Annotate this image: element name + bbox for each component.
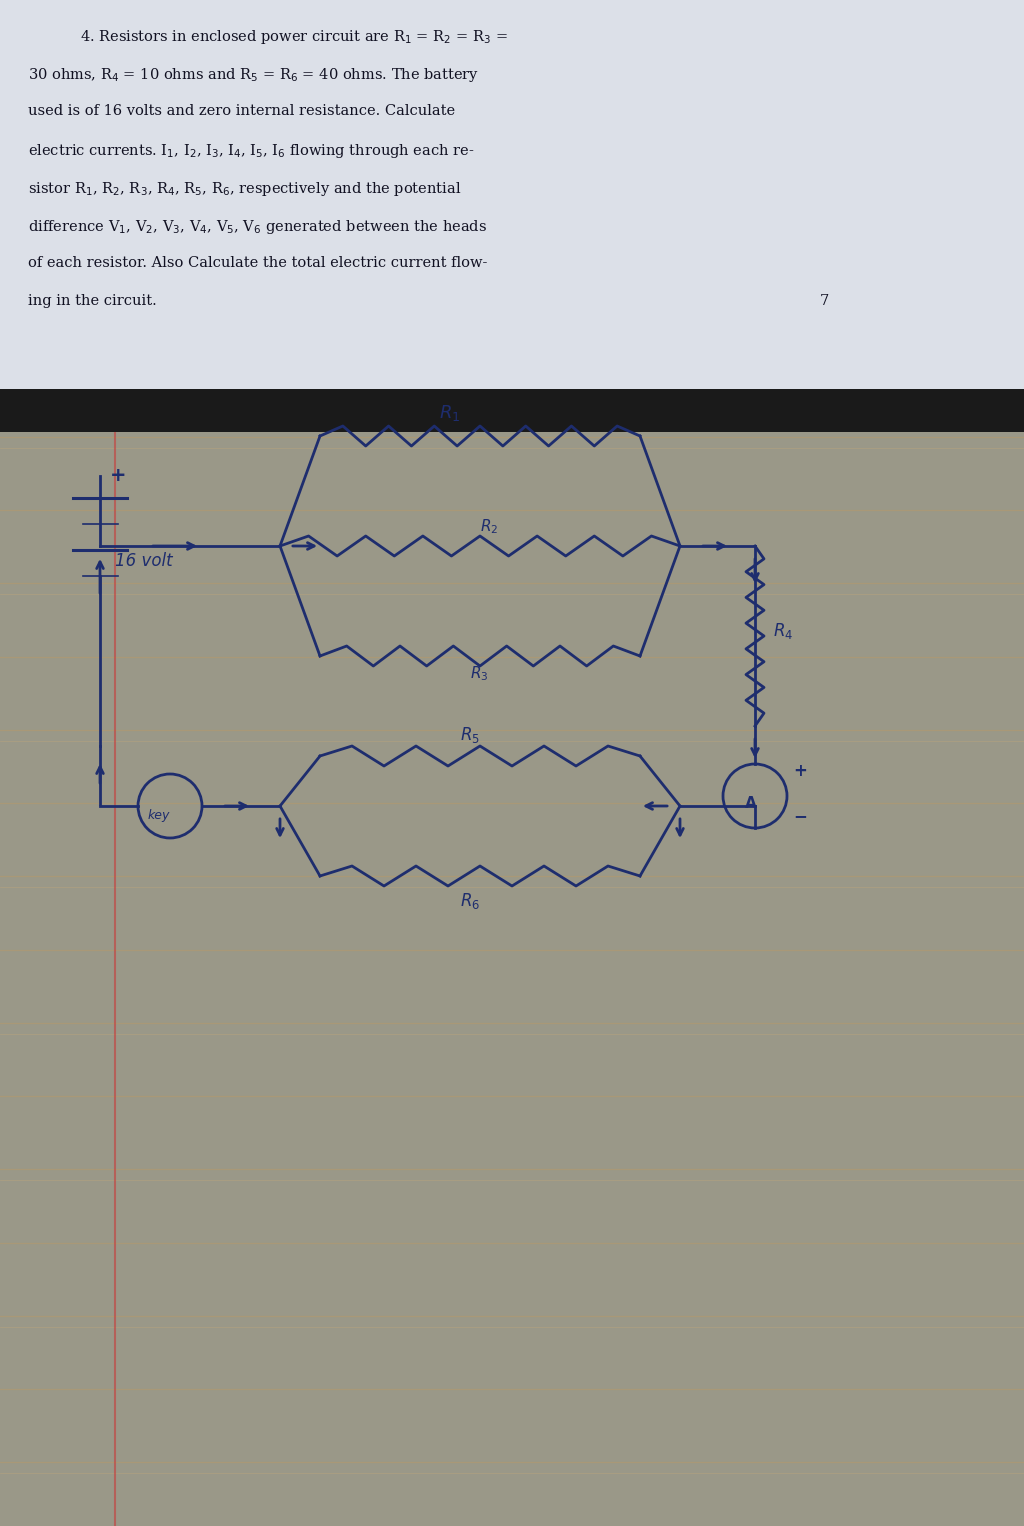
Text: R$_5$: R$_5$ — [460, 725, 480, 745]
Text: key: key — [148, 809, 170, 823]
Text: 7: 7 — [820, 295, 829, 308]
Text: +: + — [793, 761, 807, 780]
Text: of each resistor. Also Calculate the total electric current flow-: of each resistor. Also Calculate the tot… — [28, 256, 487, 270]
Text: sistor R$_1$, R$_2$, R$_3$, R$_4$, R$_5$, R$_6$, respectively and the potential: sistor R$_1$, R$_2$, R$_3$, R$_4$, R$_5$… — [28, 180, 462, 198]
Text: +: + — [110, 465, 127, 485]
Text: ing in the circuit.: ing in the circuit. — [28, 295, 157, 308]
Text: 16 volt: 16 volt — [115, 552, 173, 571]
Text: used is of 16 volts and zero internal resistance. Calculate: used is of 16 volts and zero internal re… — [28, 104, 455, 118]
Text: R$_1$: R$_1$ — [439, 403, 461, 423]
Text: R$_3$: R$_3$ — [470, 664, 488, 682]
Text: R$_2$: R$_2$ — [480, 517, 499, 536]
FancyBboxPatch shape — [0, 0, 1024, 389]
Text: electric currents. I$_1$, I$_2$, I$_3$, I$_4$, I$_5$, I$_6$ flowing through each: electric currents. I$_1$, I$_2$, I$_3$, … — [28, 142, 474, 160]
Text: 30 ohms, R$_4$ = 10 ohms and R$_5$ = R$_6$ = 40 ohms. The battery: 30 ohms, R$_4$ = 10 ohms and R$_5$ = R$_… — [28, 66, 479, 84]
Text: −: − — [793, 807, 807, 826]
Text: R$_4$: R$_4$ — [773, 621, 794, 641]
Text: A: A — [745, 797, 757, 810]
FancyBboxPatch shape — [0, 389, 1024, 432]
Text: 4. Resistors in enclosed power circuit are R$_1$ = R$_2$ = R$_3$ =: 4. Resistors in enclosed power circuit a… — [80, 27, 508, 46]
Text: R$_6$: R$_6$ — [460, 891, 480, 911]
Text: difference V$_1$, V$_2$, V$_3$, V$_4$, V$_5$, V$_6$ generated between the heads: difference V$_1$, V$_2$, V$_3$, V$_4$, V… — [28, 218, 487, 237]
